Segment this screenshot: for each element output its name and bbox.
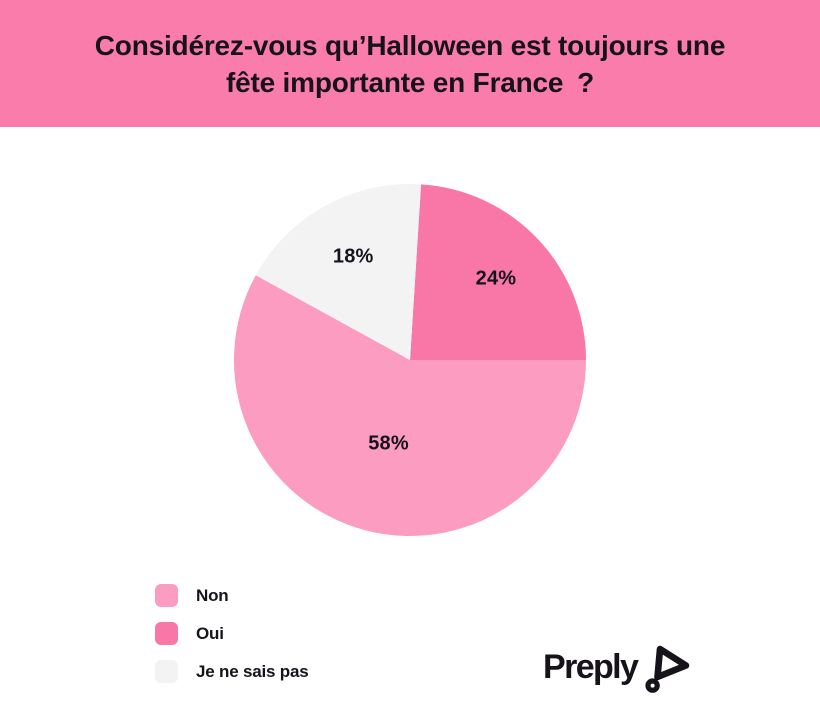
pie-slice-non <box>234 275 586 536</box>
brand-logo: Preply <box>543 641 695 693</box>
pie-chart-area: 24% 58% 18% <box>234 184 586 536</box>
pie-slice-je-ne-sais-pas <box>255 184 422 360</box>
legend-item-non: Non <box>155 584 309 607</box>
preply-wordmark: Preply <box>543 648 639 686</box>
legend-swatch <box>155 622 178 645</box>
pie-slice-label-non: 58% <box>368 432 409 455</box>
chart-legend: Non Oui Je ne sais pas <box>155 584 309 683</box>
pie-slice-label-oui: 24% <box>475 267 517 290</box>
preply-mark-icon <box>645 645 690 693</box>
legend-swatch <box>155 660 178 683</box>
legend-item-label: Oui <box>196 623 224 643</box>
pie-slice-label-je-ne-sais-pas: 18% <box>332 245 374 268</box>
survey-title-line-2: fête importante en France ? <box>225 66 594 98</box>
legend-item-je-ne-sais-pas: Je ne sais pas <box>155 660 309 683</box>
header-banner: Considérez-vous qu’Halloween est toujour… <box>0 0 820 127</box>
legend-item-label: Je ne sais pas <box>196 661 309 681</box>
pie-chart <box>234 184 586 536</box>
pie-slice-oui <box>410 184 586 360</box>
legend-swatch <box>155 584 178 607</box>
legend-item-label: Non <box>196 585 229 605</box>
legend-item-oui: Oui <box>155 622 309 645</box>
survey-title-line-1: Considérez-vous qu’Halloween est toujour… <box>94 29 726 61</box>
